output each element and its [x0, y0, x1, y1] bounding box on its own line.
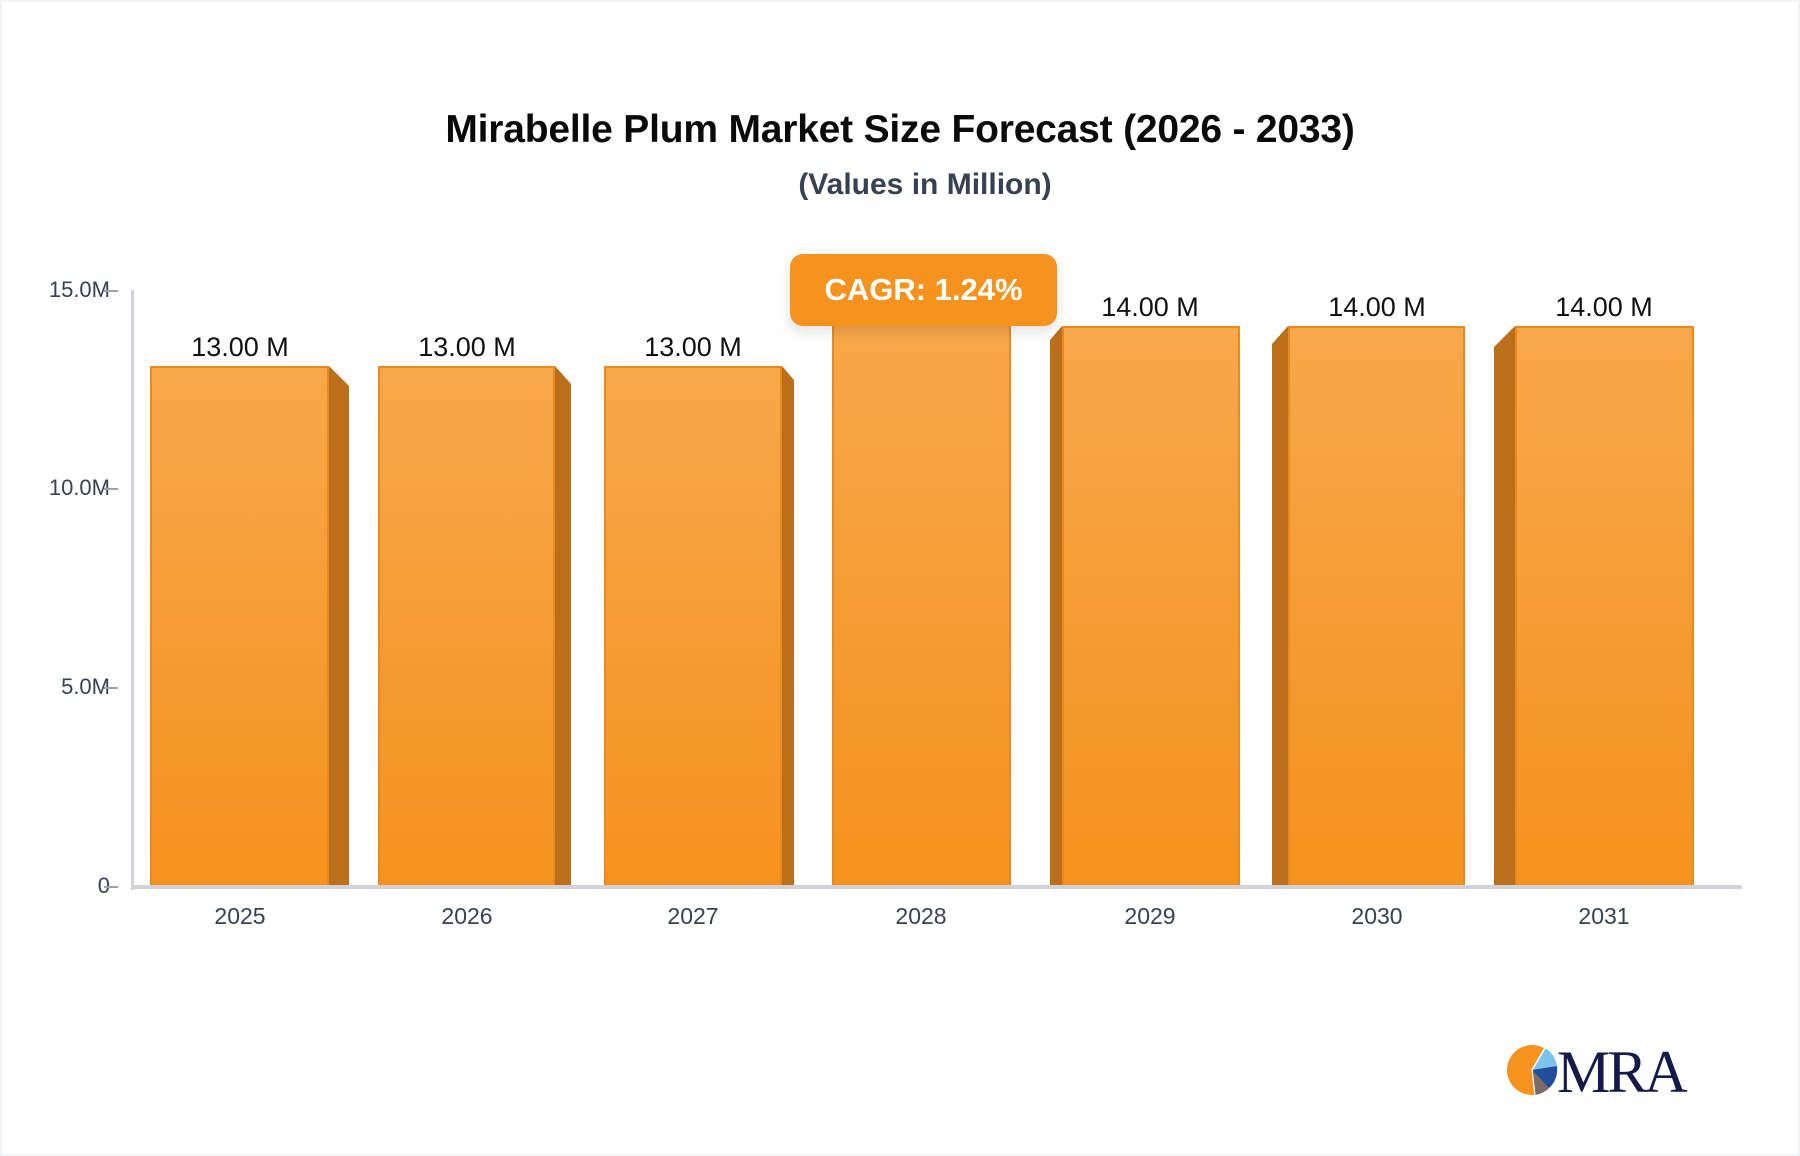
x-tick-label: 2030 [1351, 903, 1403, 929]
bar-value-label: 13.00 M [644, 332, 742, 362]
bar-side [1050, 326, 1062, 885]
x-tick-label: 2025 [214, 903, 266, 929]
bar-face [1062, 326, 1240, 885]
y-tick-label: 5.0M [61, 674, 110, 699]
y-tick-mark [104, 886, 118, 888]
bar-face [150, 366, 329, 885]
y-axis-line [131, 290, 134, 890]
bar-side [1272, 326, 1288, 885]
x-tick-label: 2031 [1578, 903, 1630, 929]
bar-face [1515, 326, 1694, 885]
y-tick-mark [104, 488, 118, 490]
y-tick-label: 15.0M [48, 277, 110, 302]
bar-value-label: 14.00 M [1101, 292, 1199, 322]
y-tick-label: 10.0M [48, 475, 110, 500]
cagr-badge: CAGR: 1.24% [790, 254, 1057, 326]
y-tick-mark [104, 290, 118, 292]
x-tick-label: 2028 [895, 903, 947, 929]
bar-value-label: 13.00 M [191, 332, 289, 362]
bar-side [782, 366, 794, 885]
bar-side [555, 366, 571, 885]
bar-face [832, 322, 1011, 885]
bar-value-label: 14.00 M [1328, 292, 1426, 322]
bar-side [329, 366, 349, 885]
bar-face [604, 366, 782, 885]
mra-logo: MRA [1505, 1040, 1705, 1102]
bar-face [378, 366, 555, 885]
x-axis-line [131, 885, 1742, 889]
logo-text: MRA [1557, 1039, 1688, 1105]
chart-title: Mirabelle Plum Market Size Forecast (202… [445, 108, 1355, 151]
bar-value-label: 14.00 M [1555, 292, 1653, 322]
pie-chart-logo-icon [1507, 1045, 1558, 1096]
y-tick-mark [104, 687, 118, 689]
x-tick-label: 2027 [667, 903, 719, 929]
y-tick-label: 0 [0, 873, 110, 899]
bar-side [1494, 326, 1515, 885]
x-tick-label: 2029 [1124, 903, 1176, 929]
bar-face [1288, 326, 1465, 885]
x-tick-label: 2026 [441, 903, 493, 929]
chart-subtitle: (Values in Million) [798, 168, 1052, 201]
bar-value-label: 13.00 M [418, 332, 516, 362]
